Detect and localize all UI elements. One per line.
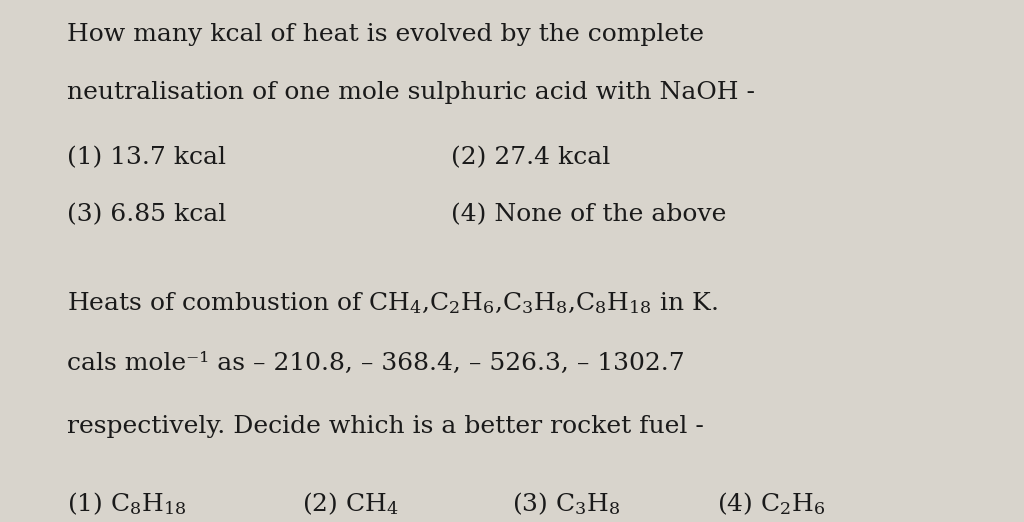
Text: (4) $\mathdefault{C_2H_6}$: (4) $\mathdefault{C_2H_6}$: [717, 491, 825, 517]
Text: (1) 13.7 kcal: (1) 13.7 kcal: [67, 146, 225, 169]
Text: cals mole⁻¹ as – 210.8, – 368.4, – 526.3, – 1302.7: cals mole⁻¹ as – 210.8, – 368.4, – 526.3…: [67, 352, 684, 375]
Text: (4) None of the above: (4) None of the above: [451, 204, 726, 227]
Text: (2) $\mathdefault{CH_4}$: (2) $\mathdefault{CH_4}$: [302, 491, 399, 517]
Text: (2) 27.4 kcal: (2) 27.4 kcal: [451, 146, 610, 169]
Text: Heats of combustion of $\mathdefault{CH_4}$,$\mathdefault{C_2H_6}$,$\mathdefault: Heats of combustion of $\mathdefault{CH_…: [67, 290, 717, 315]
Text: (1) $\mathdefault{C_8H_{18}}$: (1) $\mathdefault{C_8H_{18}}$: [67, 491, 186, 517]
Text: How many kcal of heat is evolved by the complete: How many kcal of heat is evolved by the …: [67, 23, 703, 46]
Text: neutralisation of one mole sulphuric acid with NaOH -: neutralisation of one mole sulphuric aci…: [67, 81, 755, 104]
Text: (3) 6.85 kcal: (3) 6.85 kcal: [67, 204, 226, 227]
Text: respectively. Decide which is a better rocket fuel -: respectively. Decide which is a better r…: [67, 415, 703, 438]
Text: (3) $\mathdefault{C_3H_8}$: (3) $\mathdefault{C_3H_8}$: [512, 491, 621, 517]
